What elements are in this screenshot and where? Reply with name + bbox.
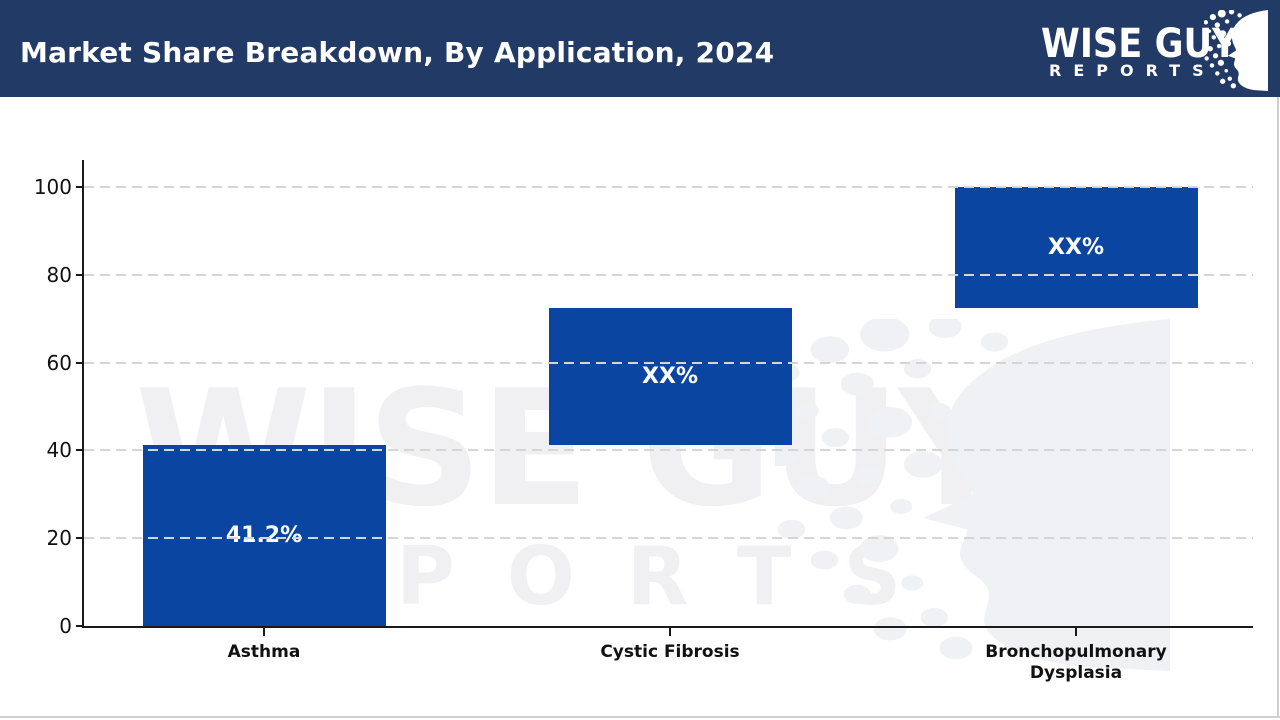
page-right-border xyxy=(1277,97,1279,718)
y-tick-label-40: 40 xyxy=(46,438,72,463)
bar-bronchopulmonary-dysplasia: XX% xyxy=(954,187,1198,308)
y-tick-mark-20 xyxy=(76,537,83,540)
y-tick-label-80: 80 xyxy=(46,262,72,287)
y-tick-label-60: 60 xyxy=(46,350,72,375)
chart-title: Market Share Breakdown, By Application, … xyxy=(20,36,775,69)
wise-guy-reports-logo: WISE GUY REPORTS xyxy=(1008,4,1270,94)
header-bar: Market Share Breakdown, By Application, … xyxy=(0,0,1280,97)
gridline-60 xyxy=(84,361,1253,364)
bar-value-label-asthma: 41.2% xyxy=(225,523,303,549)
x-tick-mark-cystic-fibrosis xyxy=(669,628,671,636)
y-tick-mark-60 xyxy=(76,361,83,364)
bar-asthma: 41.2% xyxy=(142,445,386,626)
gridline-80 xyxy=(84,273,1253,276)
x-category-label-asthma: Asthma xyxy=(227,642,301,662)
x-axis-line xyxy=(82,626,1253,628)
x-tick-mark-asthma xyxy=(263,628,265,636)
bar-value-label-bronchopulmonary-dysplasia: XX% xyxy=(1048,234,1104,260)
watermark-face-icon xyxy=(775,319,1170,671)
y-tick-label-20: 20 xyxy=(46,526,72,551)
x-tick-mark-bronchopulmonary-dysplasia xyxy=(1075,628,1077,636)
y-tick-mark-0 xyxy=(76,625,83,627)
gridline-100 xyxy=(84,186,1253,188)
gridline-40 xyxy=(84,449,1253,452)
logo-subtext: REPORTS xyxy=(1049,61,1216,80)
logo-face-icon xyxy=(1204,10,1268,91)
plot-area: WISE GUY REPORTS 41.2%XX%XX%020406080100… xyxy=(0,97,1280,720)
y-tick-mark-100 xyxy=(76,186,83,188)
y-tick-mark-80 xyxy=(76,273,83,276)
gridline-20 xyxy=(84,537,1253,540)
y-axis-line xyxy=(82,160,84,628)
page-bottom-border xyxy=(0,716,1280,718)
y-tick-label-100: 100 xyxy=(33,175,72,199)
y-tick-mark-40 xyxy=(76,449,83,452)
bar-cystic-fibrosis: XX% xyxy=(548,307,792,446)
x-category-label-cystic-fibrosis: Cystic Fibrosis xyxy=(600,642,740,662)
bar-value-label-cystic-fibrosis: XX% xyxy=(642,363,698,389)
x-category-label-bronchopulmonary-dysplasia: Bronchopulmonary Dysplasia xyxy=(985,642,1167,683)
y-tick-label-0: 0 xyxy=(59,614,72,638)
